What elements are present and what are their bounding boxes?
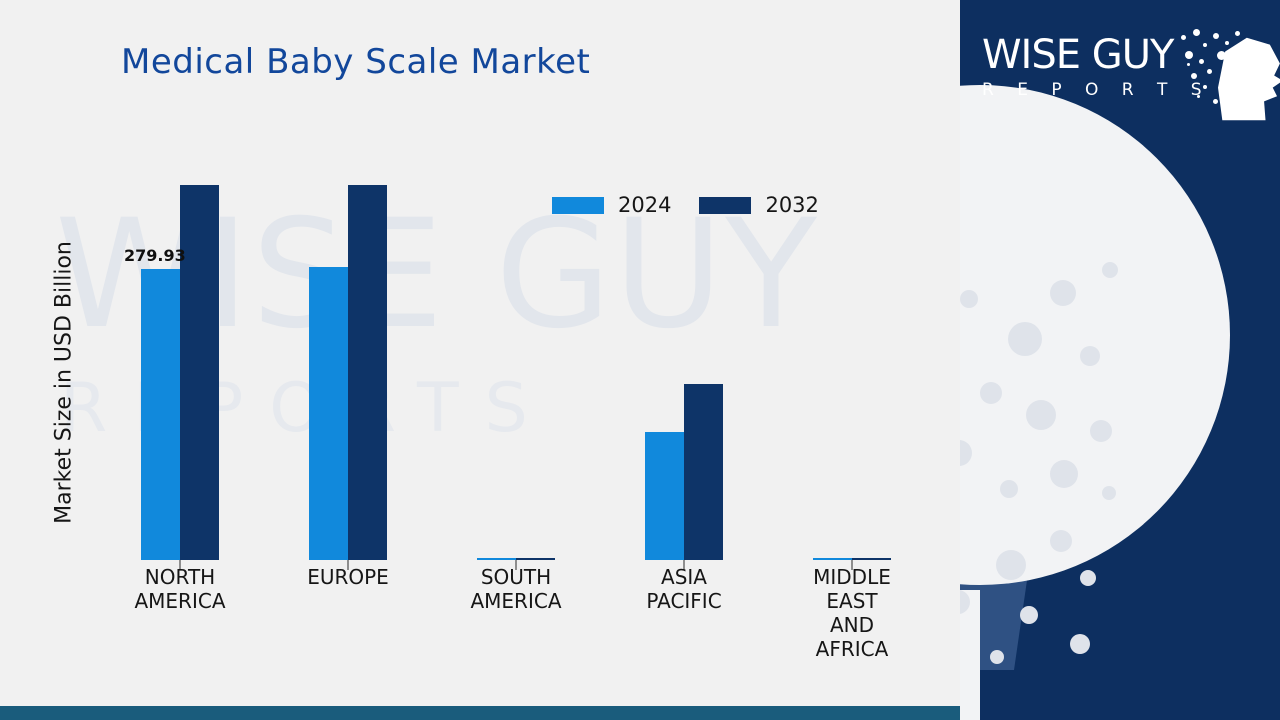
logo-dot-icon	[1217, 51, 1226, 60]
axis-tick	[683, 560, 685, 570]
brand-panel: WISE GUY R E P O R T S	[960, 0, 1280, 720]
x-axis-tick-label: NORTH AMERICA	[134, 565, 226, 613]
logo-dot-icon	[1187, 63, 1190, 66]
bar-2032[interactable]	[852, 558, 891, 560]
decorative-dot-icon	[1000, 480, 1018, 498]
decorative-dot-icon	[1008, 322, 1042, 356]
bar-2024[interactable]	[813, 558, 852, 560]
decorative-dot-icon	[960, 590, 970, 614]
bar-pair	[645, 384, 723, 560]
axis-tick	[347, 560, 349, 570]
logo-dot-icon	[1225, 41, 1229, 45]
decorative-dot-icon	[1102, 262, 1118, 278]
bar-groups: 279.93	[96, 160, 936, 570]
decorative-dot-icon	[960, 440, 972, 466]
logo-sub-text: R E P O R T S	[982, 80, 1211, 100]
bar-group: 279.93	[96, 160, 264, 570]
bar-group	[768, 160, 936, 570]
legend-item-2024[interactable]: 2024	[552, 193, 671, 217]
bar-pair	[477, 558, 555, 560]
chart-legend: 2024 2032	[552, 193, 819, 217]
decorative-dot-icon	[960, 290, 978, 308]
x-axis-tick-label: EUROPE	[307, 565, 389, 589]
bar-2032[interactable]	[684, 384, 723, 560]
decorative-dot-icon	[1080, 346, 1100, 366]
bar-2032[interactable]	[516, 558, 555, 560]
legend-item-2032[interactable]: 2032	[699, 193, 819, 217]
bottom-accent-bar	[0, 706, 960, 720]
bar-data-label: 279.93	[124, 246, 186, 265]
bar-2024[interactable]	[141, 269, 180, 560]
chart-panel: WISE GUY REPORTS Medical Baby Scale Mark…	[0, 42, 960, 720]
bar-group	[264, 160, 432, 570]
bar-group	[600, 160, 768, 570]
bar-2024[interactable]	[309, 267, 348, 560]
bar-2024[interactable]	[645, 432, 684, 560]
bar-2032[interactable]	[348, 185, 387, 560]
logo-dot-icon	[1203, 85, 1207, 89]
bar-2032[interactable]	[180, 185, 219, 560]
x-axis-tick-label: ASIA PACIFIC	[646, 565, 722, 613]
decorative-dot-icon	[1020, 606, 1038, 624]
decorative-dot-icon	[996, 550, 1026, 580]
white-panel-foot	[960, 590, 980, 720]
bar-group	[432, 160, 600, 570]
legend-swatch-icon	[699, 196, 752, 214]
bar-pair	[141, 185, 219, 560]
logo-dot-icon	[1193, 29, 1200, 36]
x-axis-labels: NORTH AMERICA EUROPE SOUTH AMERICA ASIA PACIFI…	[96, 565, 936, 661]
decorative-dot-icon	[1090, 420, 1112, 442]
x-axis-tick-label: MIDDLE EAST AND AFRICA	[813, 565, 891, 661]
legend-label: 2032	[765, 193, 819, 217]
logo-dot-icon	[1213, 99, 1218, 104]
logo-main-text: WISE GUY	[982, 32, 1174, 78]
decorative-dot-icon	[980, 382, 1002, 404]
logo-dot-icon	[1191, 73, 1197, 79]
logo-dot-icon	[1213, 33, 1219, 39]
decorative-dot-icon	[1050, 460, 1078, 488]
decorative-dot-icon	[1026, 400, 1056, 430]
logo-dot-icon	[1235, 31, 1240, 36]
logo-dot-icon	[1199, 59, 1204, 64]
axis-tick	[851, 560, 853, 570]
wiseguy-logo[interactable]: WISE GUY R E P O R T S	[982, 29, 1280, 121]
bar-pair	[309, 185, 387, 560]
logo-dot-icon	[1181, 35, 1186, 40]
logo-dot-icon	[1185, 51, 1193, 59]
page-title: Medical Baby Scale Market	[121, 42, 591, 82]
bar-pair	[813, 558, 891, 560]
bar-2024[interactable]	[477, 558, 516, 560]
decorative-dot-icon	[1070, 634, 1090, 654]
logo-dot-icon	[1207, 69, 1212, 74]
decorative-dot-icon	[1050, 280, 1076, 306]
logo-dot-icon	[1203, 43, 1207, 47]
molecule-dots-decoration	[960, 250, 1180, 680]
decorative-dot-icon	[990, 650, 1004, 664]
plot-area: 279.93	[96, 160, 936, 570]
axis-tick	[179, 560, 181, 570]
logo-dot-icon	[1197, 95, 1200, 98]
decorative-dot-icon	[1102, 486, 1116, 500]
legend-swatch-icon	[552, 196, 604, 214]
y-axis-label: Market Size in USD Billion	[51, 241, 77, 524]
x-axis-tick-label: SOUTH AMERICA	[470, 565, 562, 613]
decorative-dot-icon	[1080, 570, 1096, 586]
legend-label: 2024	[618, 193, 672, 217]
decorative-dot-icon	[1050, 530, 1072, 552]
axis-tick	[515, 560, 517, 570]
